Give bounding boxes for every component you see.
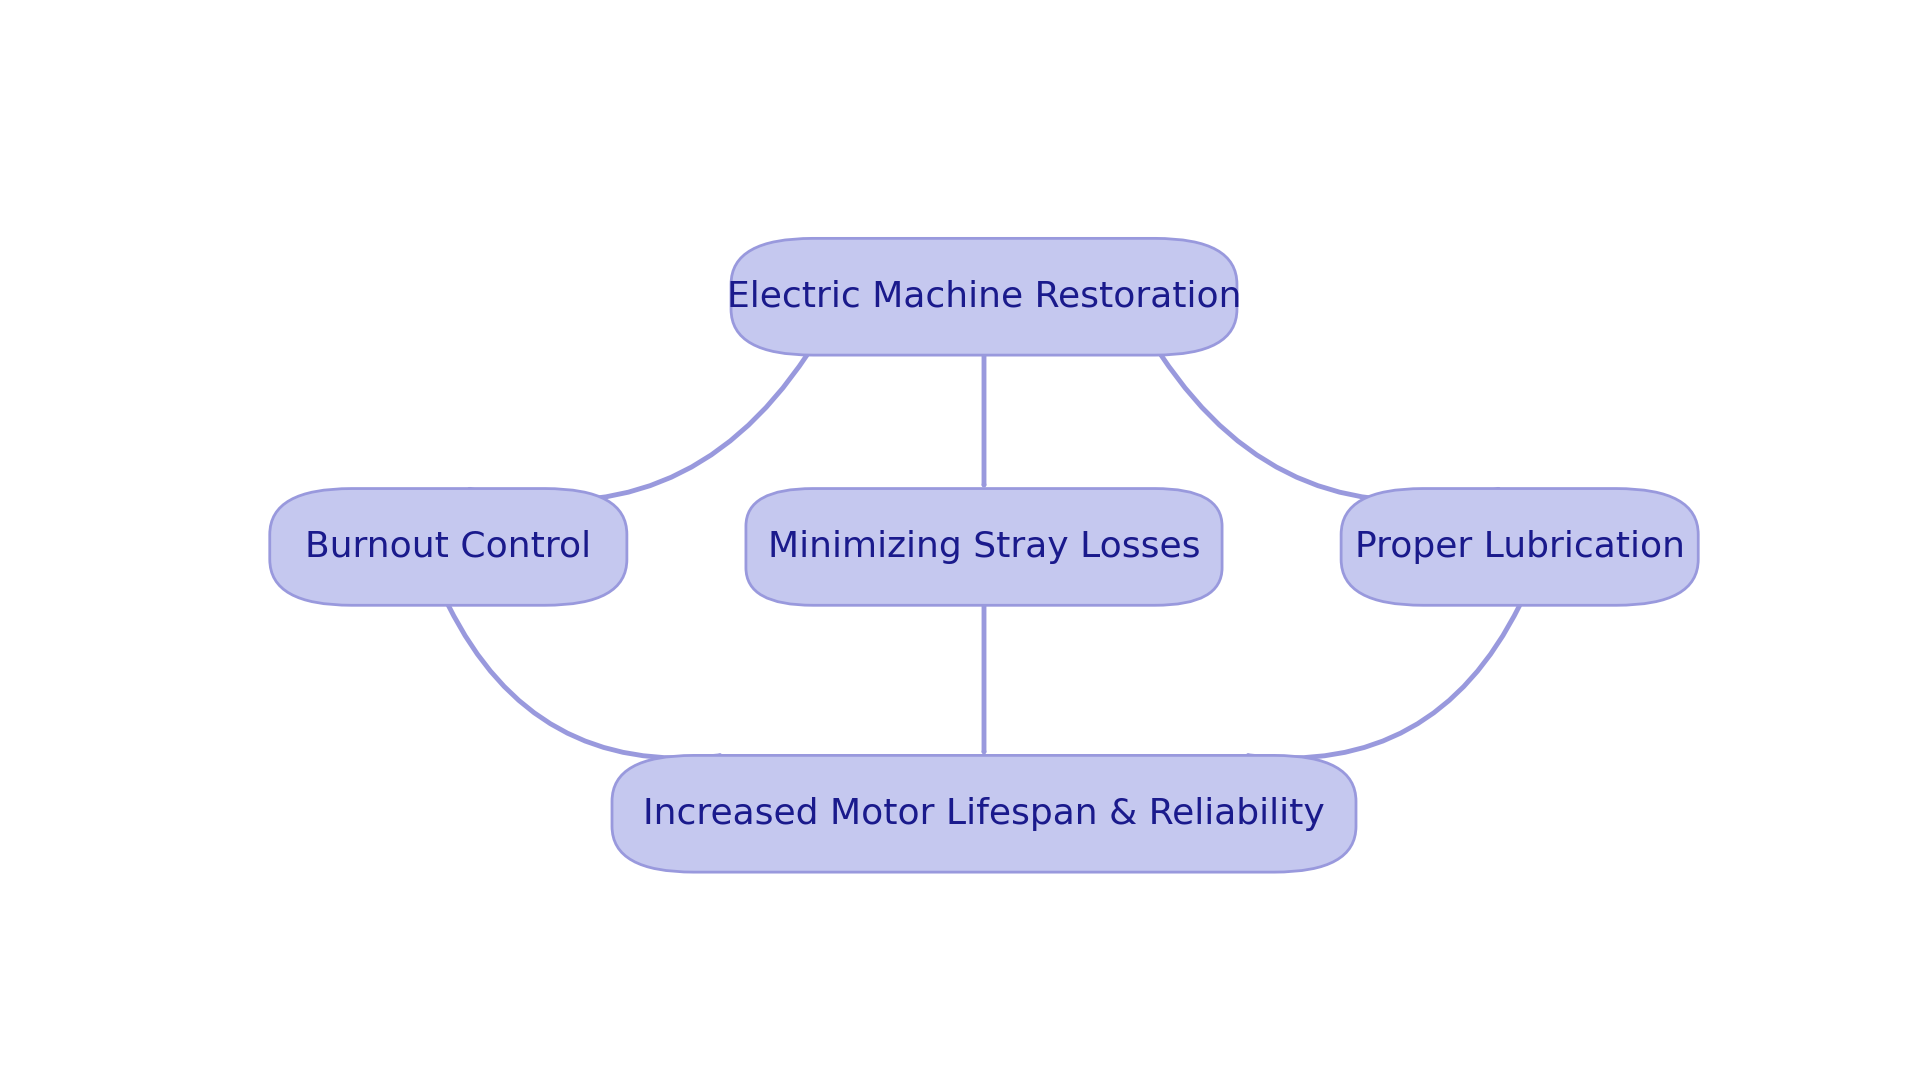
FancyArrowPatch shape (449, 605, 720, 758)
FancyBboxPatch shape (612, 756, 1356, 872)
Text: Proper Lubrication: Proper Lubrication (1356, 530, 1684, 564)
Text: Minimizing Stray Losses: Minimizing Stray Losses (768, 530, 1200, 564)
Text: Increased Motor Lifespan & Reliability: Increased Motor Lifespan & Reliability (643, 797, 1325, 831)
Text: Electric Machine Restoration: Electric Machine Restoration (728, 279, 1240, 314)
FancyArrowPatch shape (470, 355, 806, 500)
FancyArrowPatch shape (1248, 605, 1521, 758)
FancyBboxPatch shape (1340, 488, 1697, 605)
Text: Burnout Control: Burnout Control (305, 530, 591, 564)
FancyArrowPatch shape (1162, 355, 1498, 500)
FancyBboxPatch shape (732, 238, 1236, 355)
FancyBboxPatch shape (745, 488, 1221, 605)
FancyBboxPatch shape (269, 488, 626, 605)
